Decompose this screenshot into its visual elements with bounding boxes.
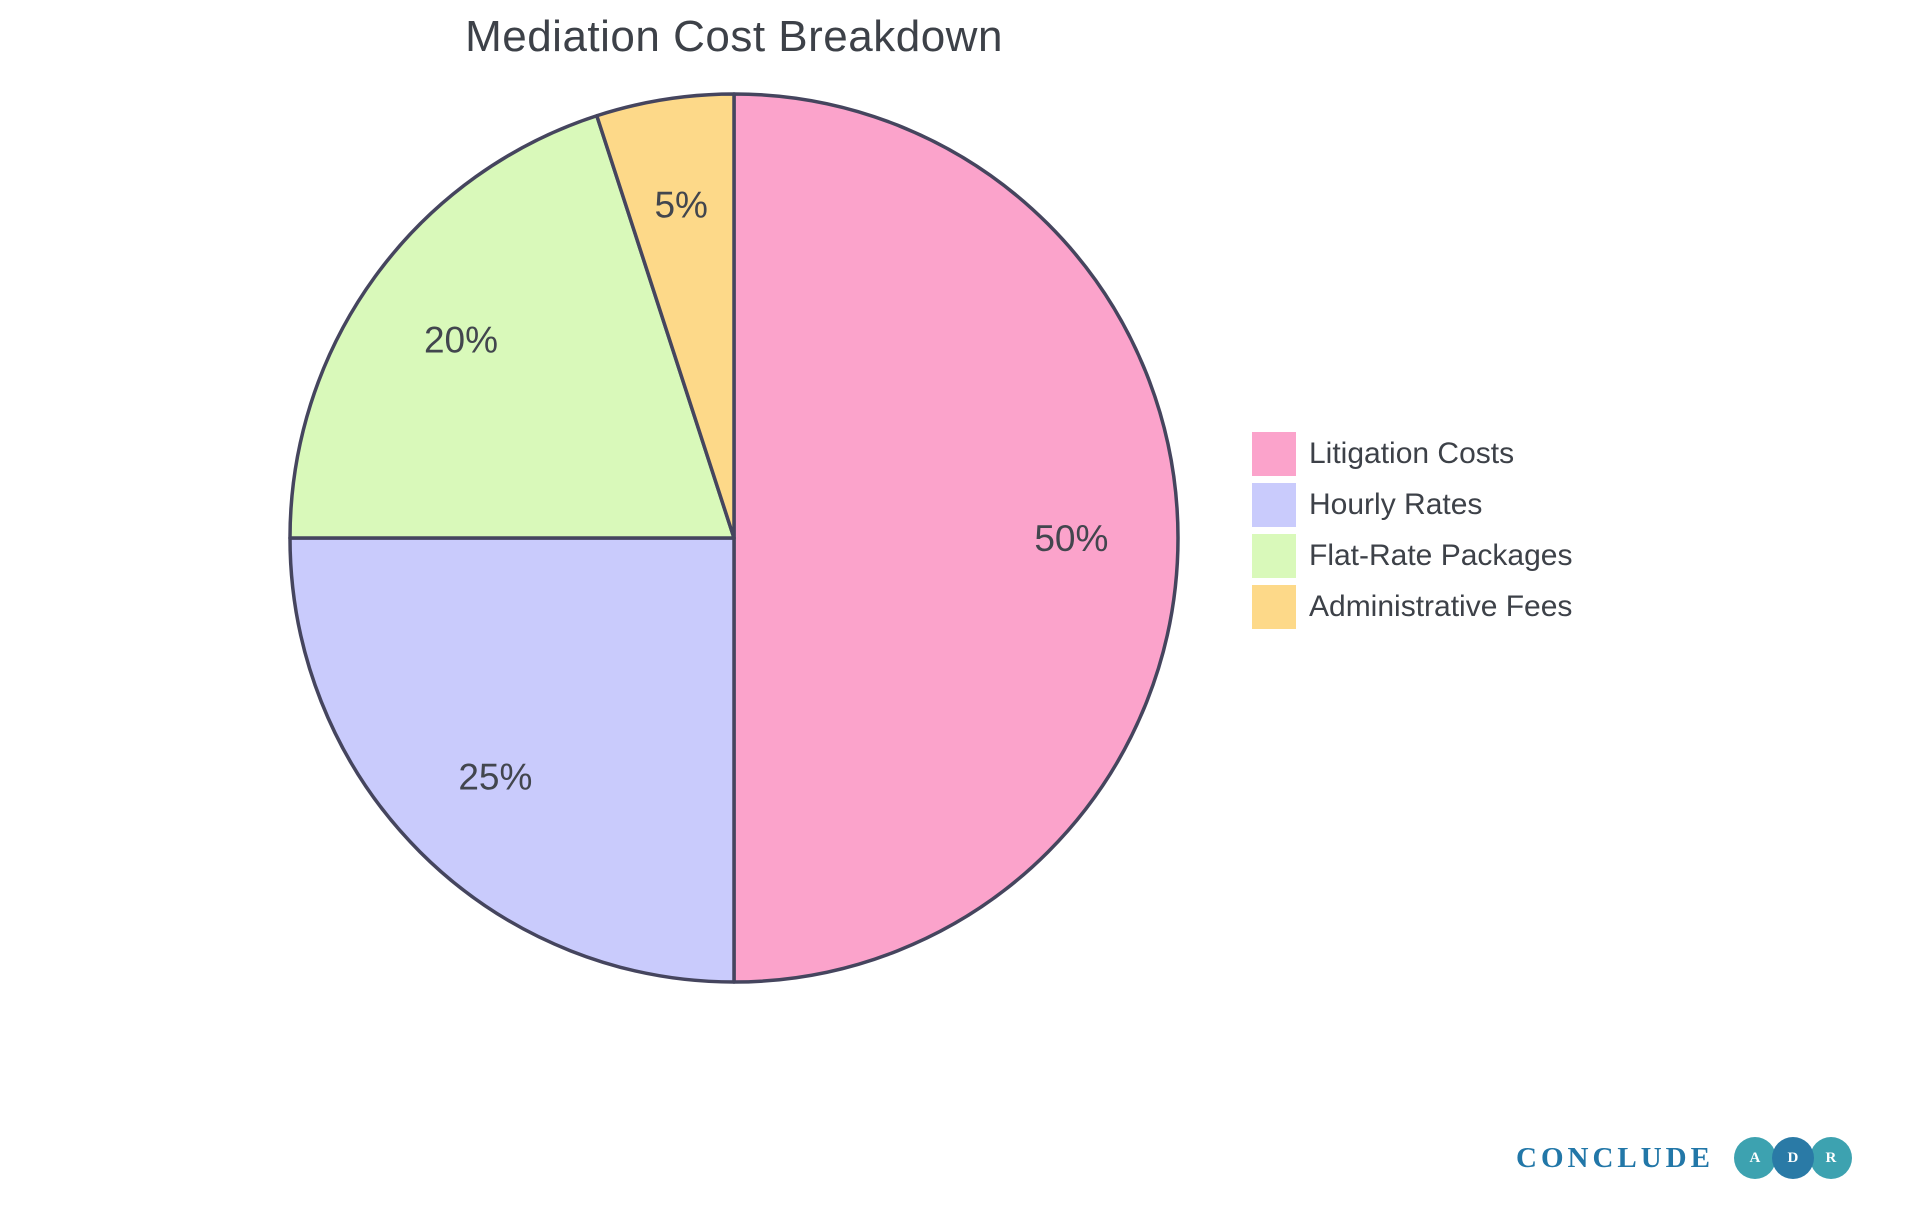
legend-label: Flat-Rate Packages xyxy=(1309,539,1573,572)
legend-swatch-litigation-costs xyxy=(1252,432,1296,476)
chart-title: Mediation Cost Breakdown xyxy=(465,12,1003,61)
legend-swatch-flat-rate-packages xyxy=(1252,534,1296,578)
legend-item-flat-rate-packages[interactable]: Flat-Rate Packages xyxy=(1252,534,1572,578)
legend-label: Administrative Fees xyxy=(1309,590,1573,623)
legend-label: Hourly Rates xyxy=(1309,488,1483,521)
legend-swatch-administrative-fees xyxy=(1252,585,1296,629)
slice-label-flat-rate-packages: 20% xyxy=(424,320,498,361)
pie-slice-litigation-costs[interactable] xyxy=(732,92,1180,984)
slice-label-administrative-fees: 5% xyxy=(654,185,707,226)
legend-label: Litigation Costs xyxy=(1309,437,1515,470)
conclude-wordmark: CONCLUDE xyxy=(1516,1141,1714,1174)
slice-label-litigation-costs: 50% xyxy=(1034,518,1108,559)
adr-badges: A D R xyxy=(1733,1137,1852,1179)
chart-legend: Litigation Costs Hourly Rates Flat-Rate … xyxy=(1252,432,1572,636)
badge-letter-a: A xyxy=(1733,1137,1776,1179)
badge-letter-r: R xyxy=(1809,1137,1852,1179)
conclude-adr-logo: CONCLUDE A D R xyxy=(1516,1135,1852,1181)
legend-swatch-hourly-rates xyxy=(1252,483,1296,527)
legend-item-litigation-costs[interactable]: Litigation Costs xyxy=(1252,432,1572,476)
pie-slice-hourly-rates[interactable] xyxy=(288,536,736,984)
legend-item-hourly-rates[interactable]: Hourly Rates xyxy=(1252,483,1572,527)
pie-slice-administrative-fees[interactable] xyxy=(595,92,736,540)
slice-label-hourly-rates: 25% xyxy=(458,757,532,798)
badge-letter-d: D xyxy=(1771,1137,1814,1179)
legend-item-administrative-fees[interactable]: Administrative Fees xyxy=(1252,585,1572,629)
pie-slice-flat-rate-packages[interactable] xyxy=(288,113,736,540)
